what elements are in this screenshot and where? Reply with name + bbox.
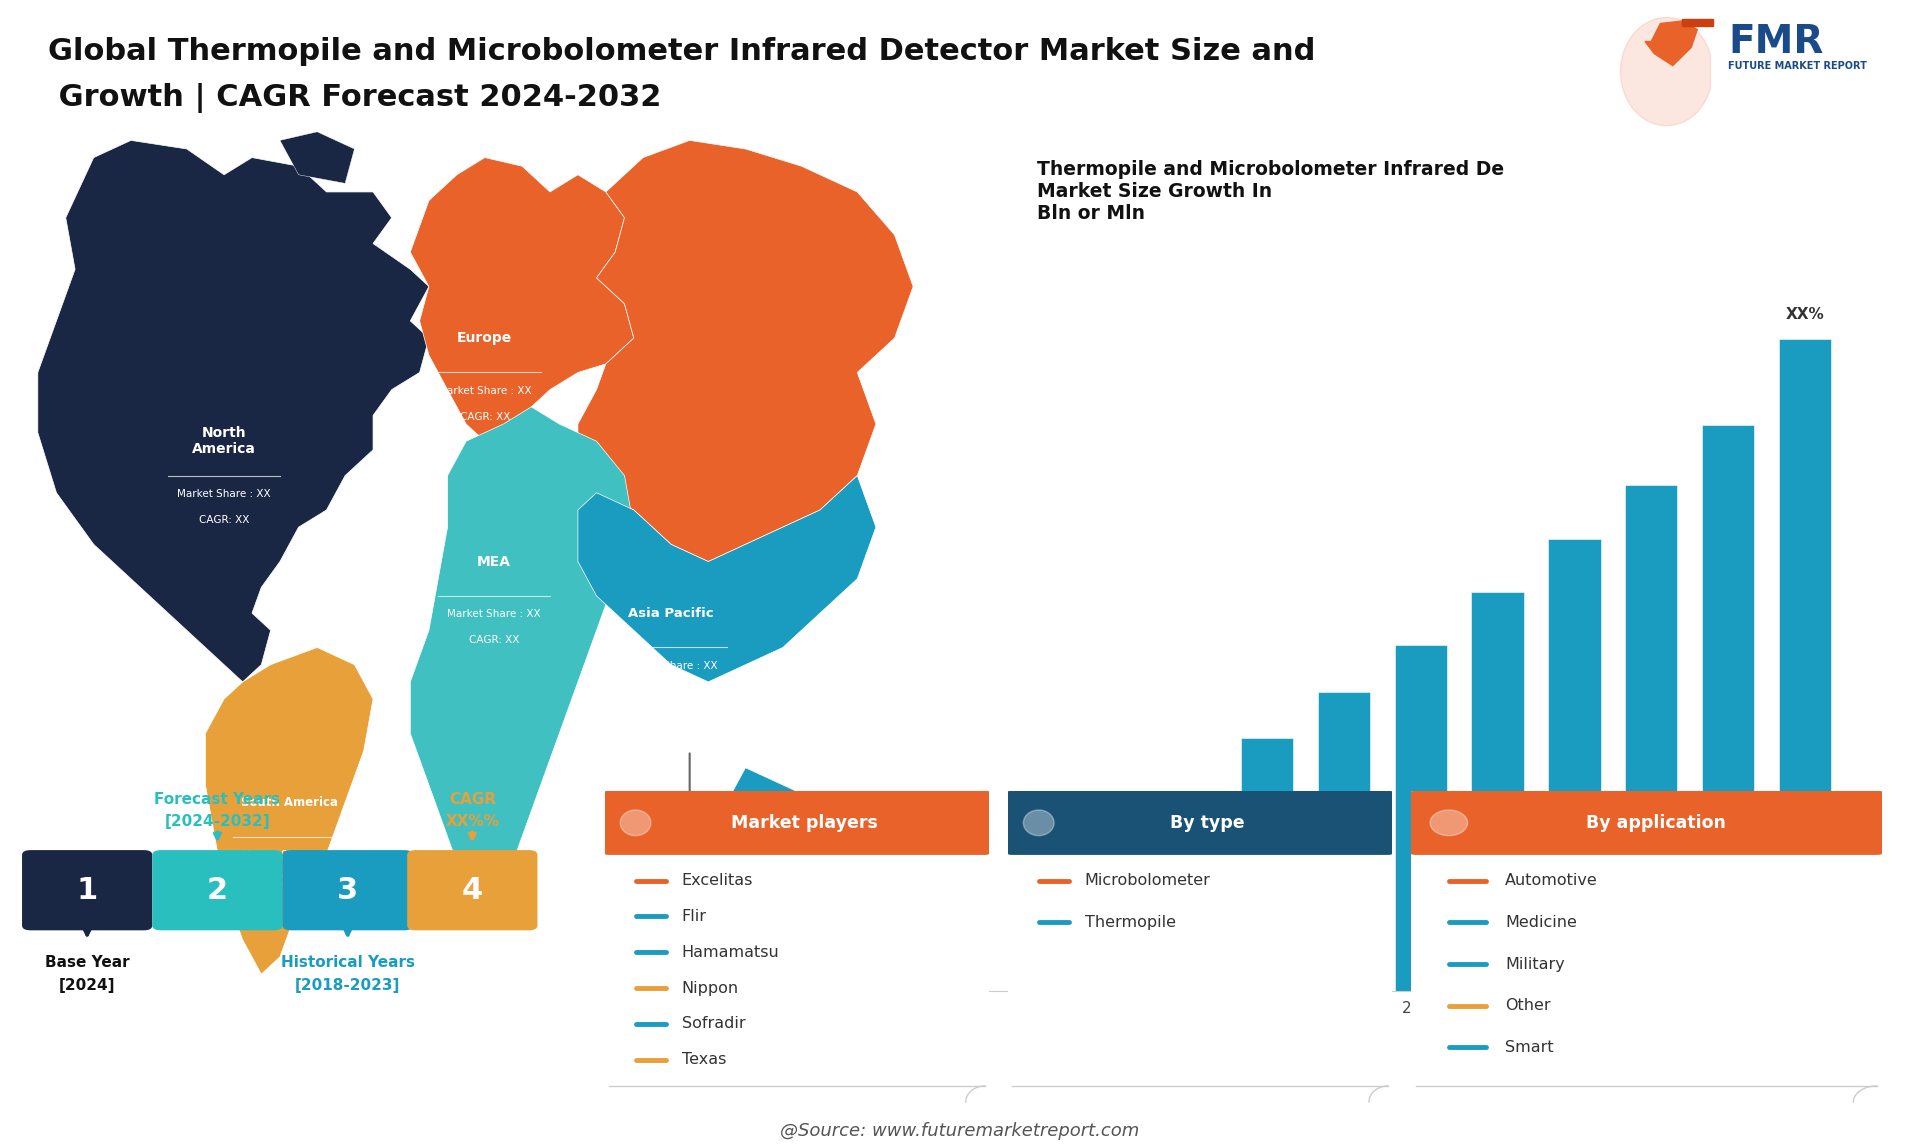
Bar (1624, 486, 1678, 991)
Polygon shape (1645, 21, 1697, 65)
Text: CAGR: XX: CAGR: XX (459, 411, 511, 422)
Text: Flir: Flir (682, 909, 707, 924)
Text: Base Year: Base Year (44, 956, 129, 971)
Polygon shape (38, 140, 428, 682)
Text: Automotive: Automotive (1505, 873, 1597, 888)
FancyBboxPatch shape (1004, 791, 1396, 855)
Text: 4: 4 (461, 876, 484, 904)
Text: Military: Military (1505, 957, 1565, 972)
Bar (1240, 738, 1294, 991)
Text: Market Share : XX: Market Share : XX (438, 386, 532, 395)
Polygon shape (280, 132, 355, 183)
Polygon shape (578, 476, 876, 682)
Polygon shape (411, 157, 634, 441)
Bar (1471, 591, 1524, 991)
Text: Other: Other (1505, 998, 1551, 1013)
Text: XX%: XX% (1786, 307, 1824, 322)
Text: Microbolometer: Microbolometer (1085, 873, 1212, 888)
Bar (1164, 792, 1217, 991)
Text: Thermopile: Thermopile (1085, 915, 1175, 929)
Text: Europe: Europe (457, 331, 513, 345)
Text: Growth | CAGR Forecast 2024-2032: Growth | CAGR Forecast 2024-2032 (48, 83, 660, 112)
Text: [2018-2023]: [2018-2023] (296, 978, 401, 992)
Text: FMR: FMR (1728, 23, 1824, 61)
Text: [2024-2032]: [2024-2032] (165, 814, 271, 829)
Text: Excelitas: Excelitas (682, 873, 753, 888)
FancyBboxPatch shape (282, 850, 413, 931)
Text: CAGR: XX: CAGR: XX (265, 876, 315, 886)
Text: Market Share : XX: Market Share : XX (624, 661, 718, 670)
Text: XX%%: XX%% (445, 814, 499, 829)
FancyBboxPatch shape (1407, 791, 1885, 855)
Text: XX%: XX% (1094, 793, 1133, 808)
Text: 2: 2 (207, 876, 228, 904)
Text: Texas: Texas (682, 1052, 726, 1067)
Text: Forecast Years: Forecast Years (154, 792, 280, 807)
Text: Market Share : XX: Market Share : XX (177, 489, 271, 499)
Text: Global Thermopile and Microbolometer Infrared Detector Market Size and: Global Thermopile and Microbolometer Inf… (48, 37, 1315, 65)
Text: Hamamatsu: Hamamatsu (682, 944, 780, 959)
Text: CAGR: CAGR (449, 792, 495, 807)
Polygon shape (1620, 17, 1711, 126)
Circle shape (1430, 810, 1467, 835)
Text: FUTURE MARKET REPORT: FUTURE MARKET REPORT (1728, 61, 1866, 71)
FancyBboxPatch shape (601, 791, 993, 1115)
Circle shape (620, 810, 651, 835)
Text: North
America: North America (192, 426, 255, 456)
Bar (1010, 871, 1064, 991)
Text: Market players: Market players (732, 814, 877, 832)
Text: Market Share : XX: Market Share : XX (447, 610, 541, 619)
Text: Asia Pacific: Asia Pacific (628, 606, 714, 620)
Circle shape (1023, 810, 1054, 835)
Text: Sofradir: Sofradir (682, 1017, 745, 1031)
Text: 1: 1 (77, 876, 98, 904)
Bar (1394, 645, 1448, 991)
Polygon shape (578, 140, 914, 562)
Text: 3: 3 (338, 876, 359, 904)
Text: CAGR: XX: CAGR: XX (200, 515, 250, 525)
Polygon shape (1682, 18, 1713, 26)
Polygon shape (205, 647, 372, 974)
FancyBboxPatch shape (407, 850, 538, 931)
Text: CAGR: XX: CAGR: XX (468, 635, 518, 645)
Bar (1778, 339, 1832, 991)
Polygon shape (411, 407, 634, 923)
Text: Medicine: Medicine (1505, 915, 1576, 929)
Text: Historical Years: Historical Years (280, 956, 415, 971)
FancyBboxPatch shape (21, 850, 152, 931)
Text: Smart: Smart (1505, 1039, 1553, 1055)
Text: By application: By application (1586, 814, 1726, 832)
Text: CAGR: XX: CAGR: XX (645, 686, 697, 697)
FancyBboxPatch shape (1407, 791, 1885, 1115)
Text: MEA: MEA (476, 555, 511, 568)
Text: South America: South America (240, 795, 338, 809)
Bar (1317, 692, 1371, 991)
Text: Market Share : XX: Market Share : XX (242, 850, 336, 860)
Text: Thermopile and Microbolometer Infrared De
Market Size Growth In
Bln or Mln: Thermopile and Microbolometer Infrared D… (1037, 160, 1503, 223)
FancyBboxPatch shape (152, 850, 282, 931)
Polygon shape (728, 768, 839, 888)
FancyBboxPatch shape (601, 791, 993, 855)
Bar (1087, 825, 1140, 991)
Text: Nippon: Nippon (682, 981, 739, 996)
Bar (1548, 539, 1601, 991)
FancyBboxPatch shape (1004, 791, 1396, 1115)
Text: [2024]: [2024] (60, 978, 115, 992)
Text: By type: By type (1171, 814, 1244, 832)
Text: @Source: www.futuremarketreport.com: @Source: www.futuremarketreport.com (780, 1122, 1140, 1140)
Bar (1701, 425, 1755, 991)
